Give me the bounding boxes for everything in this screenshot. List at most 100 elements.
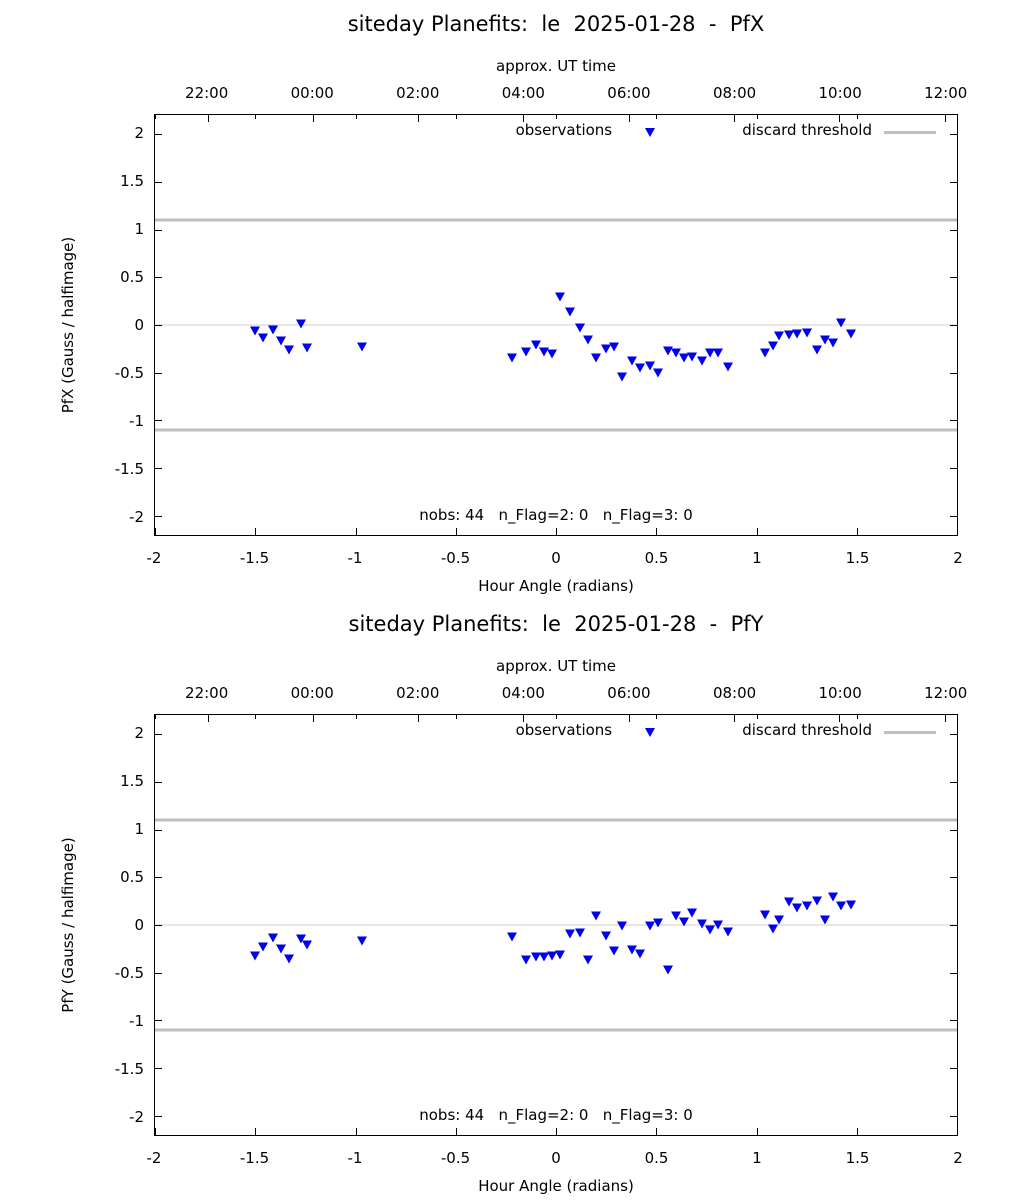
legend-threshold-label: discard threshold bbox=[742, 721, 872, 739]
observation-marker bbox=[284, 954, 295, 964]
x-tick-mark-mirror bbox=[355, 715, 357, 719]
observation-marker bbox=[575, 928, 586, 938]
x-tick-mark bbox=[556, 1128, 557, 1135]
ut-tick-mark bbox=[628, 115, 630, 122]
observation-marker bbox=[617, 921, 628, 931]
stats-text: nobs: 44 n_Flag=2: 0 n_Flag=3: 0 bbox=[419, 1106, 693, 1124]
observations-legend-marker-icon bbox=[644, 128, 655, 137]
top-axis-label: approx. UT time bbox=[496, 57, 616, 75]
observation-marker bbox=[583, 335, 594, 345]
observation-marker bbox=[819, 915, 830, 925]
x-tick-mark bbox=[856, 1128, 858, 1135]
observation-marker bbox=[520, 347, 531, 357]
observation-marker bbox=[250, 326, 261, 336]
observation-marker bbox=[296, 934, 307, 944]
ut-tick-label: 08:00 bbox=[712, 684, 757, 702]
y-tick-label: 1 bbox=[134, 820, 144, 839]
observation-marker bbox=[827, 338, 838, 348]
y-tick-mark-mirror bbox=[950, 468, 957, 470]
y-tick-mark-mirror bbox=[950, 372, 957, 374]
y-tick-mark bbox=[155, 277, 162, 279]
observation-marker bbox=[679, 917, 690, 927]
observation-marker bbox=[520, 955, 531, 965]
observation-marker bbox=[627, 356, 638, 366]
y-tick-mark bbox=[155, 372, 162, 374]
x-tick-mark bbox=[255, 528, 257, 535]
observation-marker bbox=[801, 328, 812, 338]
ut-tick-label: 12:00 bbox=[924, 684, 968, 702]
observation-marker bbox=[835, 901, 846, 911]
ut-tick-label: 04:00 bbox=[501, 684, 545, 702]
ut-tick-mark bbox=[734, 115, 736, 122]
x-tick-mark-mirror bbox=[255, 715, 257, 719]
y-tick-mark bbox=[155, 734, 162, 736]
observation-marker bbox=[759, 348, 770, 358]
y-tick-mark bbox=[155, 972, 162, 974]
observation-marker bbox=[555, 950, 565, 960]
y-tick-label: -0.5 bbox=[114, 963, 144, 982]
ut-tick-label: 06:00 bbox=[607, 84, 651, 102]
y-tick-label: -1.5 bbox=[114, 1059, 144, 1078]
ut-tick-label: 02:00 bbox=[396, 684, 440, 702]
y-tick-mark-mirror bbox=[950, 181, 957, 183]
ut-tick-mark bbox=[312, 115, 314, 122]
y-tick-mark bbox=[155, 515, 162, 517]
ut-tick-mark bbox=[523, 715, 525, 722]
observation-marker bbox=[671, 348, 682, 358]
observation-marker bbox=[591, 911, 602, 921]
x-tick-mark-mirror bbox=[556, 115, 557, 119]
observation-marker bbox=[565, 307, 576, 317]
y-tick-label: 2 bbox=[134, 724, 144, 743]
ut-tick-mark bbox=[207, 115, 209, 122]
observation-marker bbox=[653, 368, 664, 378]
x-tick-mark bbox=[455, 528, 457, 535]
plot-area: observations discard threshold nobs: 44 … bbox=[154, 114, 958, 536]
observation-marker bbox=[591, 353, 602, 363]
y-tick-mark-mirror bbox=[950, 972, 957, 974]
y-tick-label: 1 bbox=[134, 220, 144, 239]
observation-marker bbox=[601, 344, 612, 354]
discard-threshold-line bbox=[155, 818, 957, 822]
x-tick-mark-mirror bbox=[455, 115, 457, 119]
observation-marker bbox=[546, 951, 557, 961]
zero-line bbox=[155, 924, 957, 926]
y-tick-mark-mirror bbox=[950, 781, 957, 783]
legend-observations-label: observations bbox=[515, 121, 613, 139]
x-tick-mark bbox=[856, 528, 858, 535]
discard-threshold-line bbox=[155, 428, 957, 432]
observation-marker bbox=[565, 929, 576, 939]
ut-tick-label: 02:00 bbox=[396, 84, 440, 102]
x-tick-mark-mirror bbox=[756, 115, 758, 119]
ut-tick-mark bbox=[839, 115, 841, 122]
observation-marker bbox=[575, 323, 586, 333]
ut-tick-mark bbox=[944, 115, 946, 122]
observation-marker bbox=[705, 925, 716, 935]
observation-marker bbox=[663, 346, 674, 356]
y-tick-mark bbox=[155, 229, 162, 231]
y-tick-mark bbox=[155, 325, 162, 326]
chart-title: siteday Planefits: le 2025-01-28 - PfY bbox=[348, 612, 764, 636]
x-tick-mark bbox=[656, 1128, 658, 1135]
x-tick-label: 0 bbox=[551, 549, 561, 567]
y-tick-mark bbox=[155, 829, 162, 831]
y-tick-mark bbox=[155, 420, 162, 422]
y-tick-mark-mirror bbox=[950, 229, 957, 231]
y-tick-label: 0.5 bbox=[120, 268, 144, 287]
observation-marker bbox=[601, 931, 612, 940]
observation-marker bbox=[546, 349, 557, 359]
ut-tick-label: 22:00 bbox=[185, 84, 229, 102]
y-tick-label: 0 bbox=[134, 916, 144, 934]
observation-marker bbox=[687, 352, 698, 362]
plot-pfx: siteday Planefits: le 2025-01-28 - PfX a… bbox=[59, 12, 967, 595]
y-tick-mark-mirror bbox=[950, 420, 957, 422]
y-tick-label: -1 bbox=[129, 411, 144, 430]
observation-marker bbox=[635, 363, 646, 373]
ut-tick-label: 00:00 bbox=[290, 84, 334, 102]
x-tick-mark-mirror bbox=[856, 115, 858, 119]
x-tick-mark-mirror bbox=[155, 715, 156, 719]
x-tick-mark-mirror bbox=[856, 715, 858, 719]
x-tick-mark bbox=[756, 528, 758, 535]
observation-marker bbox=[296, 319, 307, 329]
x-tick-mark bbox=[957, 1128, 958, 1135]
ut-tick-label: 10:00 bbox=[818, 84, 862, 102]
